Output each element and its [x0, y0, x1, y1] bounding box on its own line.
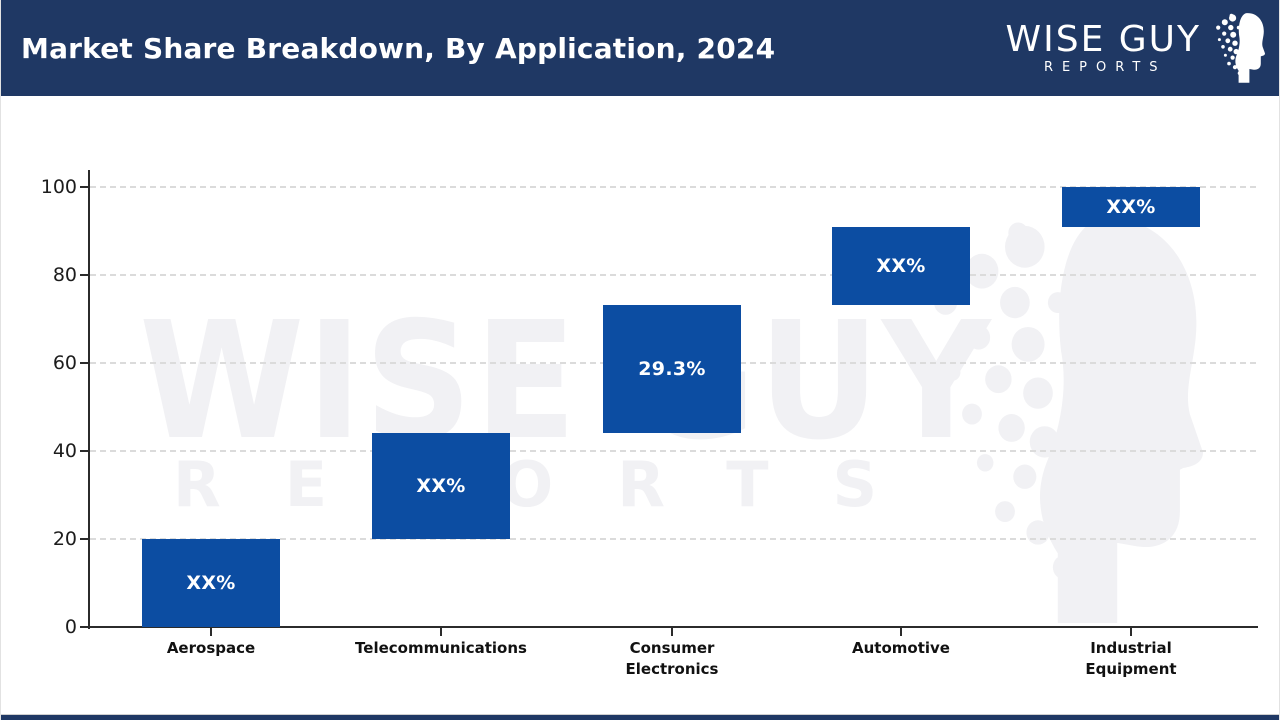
x-tick-mark-consumer-electronics	[671, 628, 673, 636]
x-label-aerospace: Aerospace	[166, 639, 256, 657]
brand-head-icon	[1216, 13, 1265, 83]
bar-value-label-industrial-equipment: XX%	[1106, 196, 1156, 219]
brand-logo: WISE GUY REPORTS	[1005, 8, 1265, 88]
bar-telecommunications: XX%	[372, 433, 510, 540]
x-axis-line	[88, 626, 1258, 628]
watermark-brand-text: WISE GUY	[139, 288, 993, 476]
y-tick-label-60: 60	[52, 352, 77, 375]
bar-value-label-telecommunications: XX%	[416, 475, 466, 498]
brand-subtitle: REPORTS	[1043, 60, 1167, 76]
gridline-y-100	[90, 186, 1256, 189]
y-tick-label-40: 40	[52, 440, 77, 463]
y-tick-label-100: 100	[40, 176, 77, 199]
y-tick-mark-0	[80, 626, 88, 628]
y-tick-label-0: 0	[64, 616, 77, 638]
bar-value-label-automotive: XX%	[876, 254, 926, 277]
y-tick-mark-20	[80, 538, 88, 541]
bar-aerospace: XX%	[142, 539, 280, 627]
x-label-telecommunications: Telecommunications	[355, 639, 527, 657]
gridline-y-80	[90, 274, 1256, 277]
chart-title: Market Share Breakdown, By Application, …	[21, 31, 776, 65]
brand-name: WISE GUY	[1005, 18, 1201, 60]
x-label-consumer-electronics: Consumer Electronics	[625, 639, 719, 678]
header-band: Market Share Breakdown, By Application, …	[1, 0, 1279, 96]
x-label-industrial-equipment: Industrial Equipment	[1085, 639, 1177, 678]
bar-industrial-equipment: XX%	[1062, 187, 1200, 228]
x-tick-mark-aerospace	[210, 628, 212, 636]
x-label-automotive: Automotive	[852, 639, 950, 657]
y-tick-label-80: 80	[52, 264, 77, 287]
y-tick-mark-40	[80, 450, 88, 453]
footer-bar	[1, 715, 1279, 720]
x-tick-mark-industrial-equipment	[1130, 628, 1132, 636]
gridline-y-20	[90, 538, 1256, 541]
y-tick-label-20: 20	[52, 528, 77, 551]
y-tick-mark-60	[80, 362, 88, 365]
x-tick-mark-telecommunications	[440, 628, 442, 636]
watermark-brand-subtext: REPORTS	[173, 448, 942, 521]
y-axis-line	[88, 170, 90, 629]
bar-automotive: XX%	[832, 227, 970, 305]
y-tick-mark-80	[80, 274, 88, 277]
bar-value-label-aerospace: XX%	[186, 572, 236, 594]
y-tick-mark-100	[80, 186, 88, 189]
bar-value-label-consumer-electronics: 29.3%	[638, 358, 706, 381]
gridline-y-40	[90, 450, 1256, 453]
bar-consumer-electronics: 29.3%	[603, 304, 741, 434]
x-tick-mark-automotive	[900, 628, 902, 636]
brand-logo-text: WISE GUY REPORTS	[1005, 18, 1202, 76]
footer-divider	[1, 714, 1279, 715]
